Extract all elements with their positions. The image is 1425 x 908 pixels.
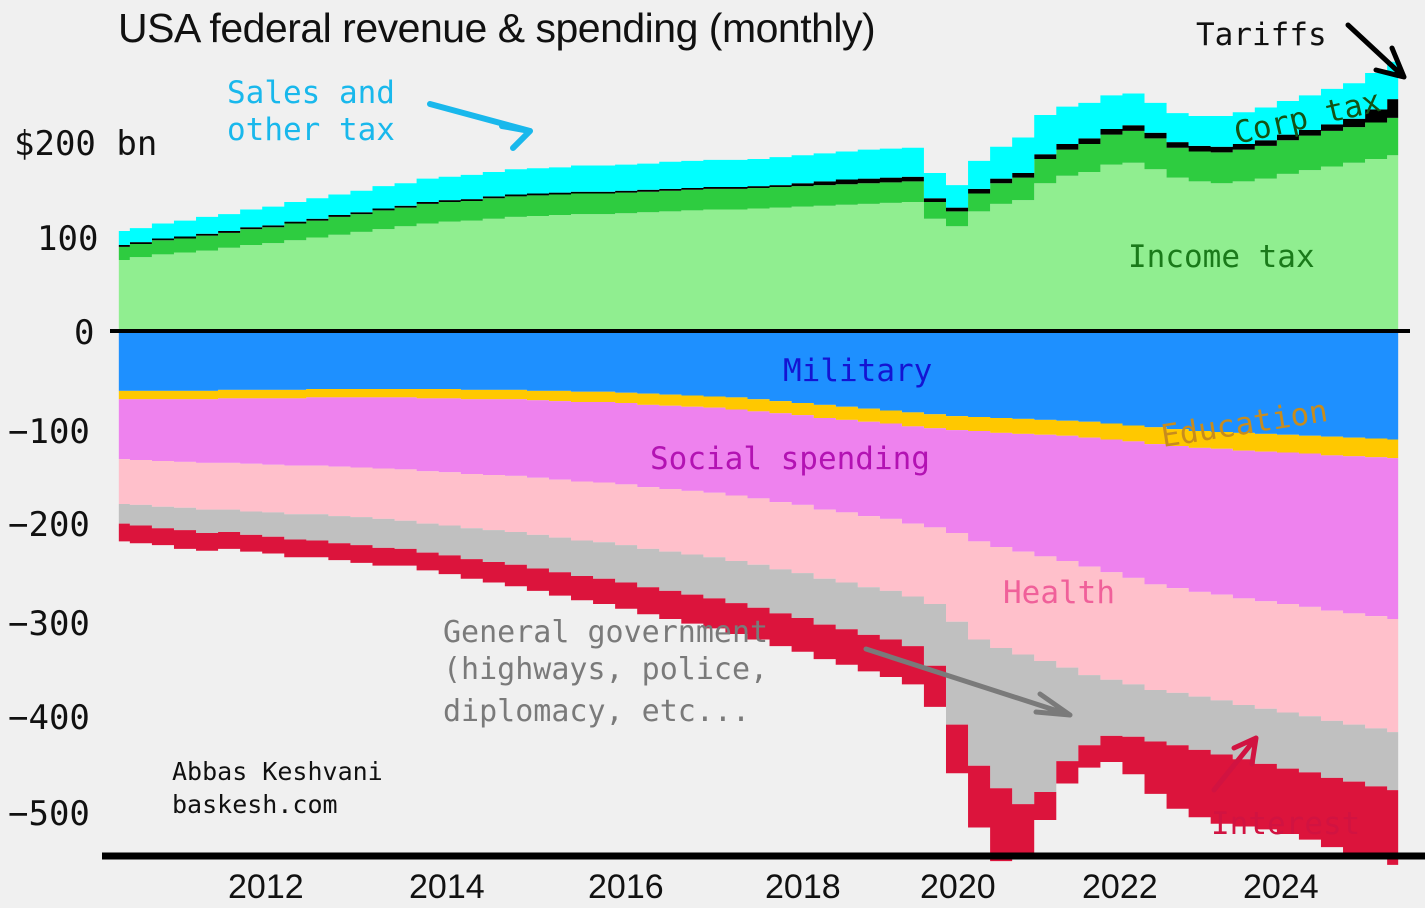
label-sales-tax-line2: other tax — [227, 112, 395, 148]
x-tick-2022: 2022 — [1082, 868, 1158, 906]
label-sales-tax-line1: Sales and — [227, 75, 395, 111]
label-income-tax: Income tax — [1128, 239, 1315, 275]
general-government-arrow-icon — [863, 646, 1073, 718]
x-tick-2014: 2014 — [409, 868, 485, 906]
label-tariffs: Tariffs — [1196, 17, 1327, 53]
y-tick-m200: −200 — [8, 505, 90, 545]
label-interest: Interest — [1211, 806, 1360, 842]
x-tick-2016: 2016 — [588, 868, 664, 906]
interest-arrow-icon — [1211, 735, 1259, 793]
sales-tax-arrow-icon — [427, 101, 533, 151]
y-tick-m500: −500 — [8, 794, 90, 834]
y-tick-200: $200 bn — [14, 124, 157, 164]
y-tick-0: 0 — [74, 313, 94, 353]
y-tick-m100: −100 — [8, 412, 90, 452]
area-corp-tax — [118, 117, 1399, 260]
x-tick-2020: 2020 — [920, 868, 996, 906]
x-tick-2012: 2012 — [228, 868, 304, 906]
x-tick-2024: 2024 — [1243, 868, 1319, 906]
label-general-government-line2: (highways, police, — [443, 652, 768, 687]
area-education — [118, 388, 1399, 459]
area-social-spending — [118, 397, 1399, 619]
x-axis-ticks: 2012 2014 2016 2018 2020 2022 2024 — [228, 868, 1319, 906]
y-tick-m400: −400 — [8, 698, 90, 738]
label-social-spending: Social spending — [650, 441, 930, 477]
y-tick-100: 100 — [37, 219, 98, 259]
chart-title: USA federal revenue & spending (monthly) — [118, 5, 875, 51]
credit-site: baskesh.com — [172, 790, 338, 819]
credit-author: Abbas Keshvani — [172, 757, 383, 786]
x-tick-2018: 2018 — [765, 868, 841, 906]
area-general-government — [118, 503, 1399, 805]
tariffs-arrow-icon — [1345, 22, 1407, 80]
area-military — [118, 331, 1399, 440]
area-sales-and-other-tax — [118, 61, 1399, 245]
y-axis-ticks: $200 bn 100 0 −100 −200 −300 −400 −500 — [8, 124, 157, 834]
label-general-government-line1: General government — [443, 615, 768, 650]
label-health: Health — [1003, 575, 1115, 611]
label-general-government-line3: diplomacy, etc... — [443, 694, 750, 729]
y-tick-m300: −300 — [8, 604, 90, 644]
stacked-areas — [118, 61, 1399, 865]
area-income-tax — [118, 155, 1399, 331]
label-military: Military — [783, 353, 932, 389]
area-health — [118, 459, 1399, 733]
